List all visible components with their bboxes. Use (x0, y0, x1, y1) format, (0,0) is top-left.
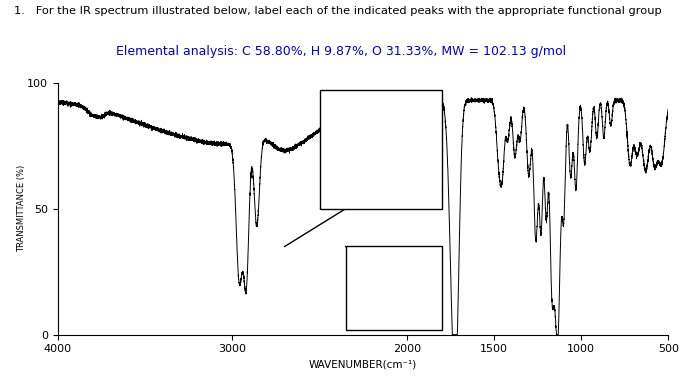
X-axis label: WAVENUMBER(cm⁻¹): WAVENUMBER(cm⁻¹) (309, 360, 417, 370)
Bar (346, 247, 442, 330)
Text: Elemental analysis: C 58.80%, H 9.87%, O 31.33%, MW = 102.13 g/mol: Elemental analysis: C 58.80%, H 9.87%, O… (116, 45, 566, 58)
Bar (320, 90, 442, 209)
Text: 1.   For the IR spectrum illustrated below, label each of the indicated peaks wi: 1. For the IR spectrum illustrated below… (14, 6, 662, 16)
Y-axis label: TRANSMITTANCE (%): TRANSMITTANCE (%) (17, 165, 26, 252)
